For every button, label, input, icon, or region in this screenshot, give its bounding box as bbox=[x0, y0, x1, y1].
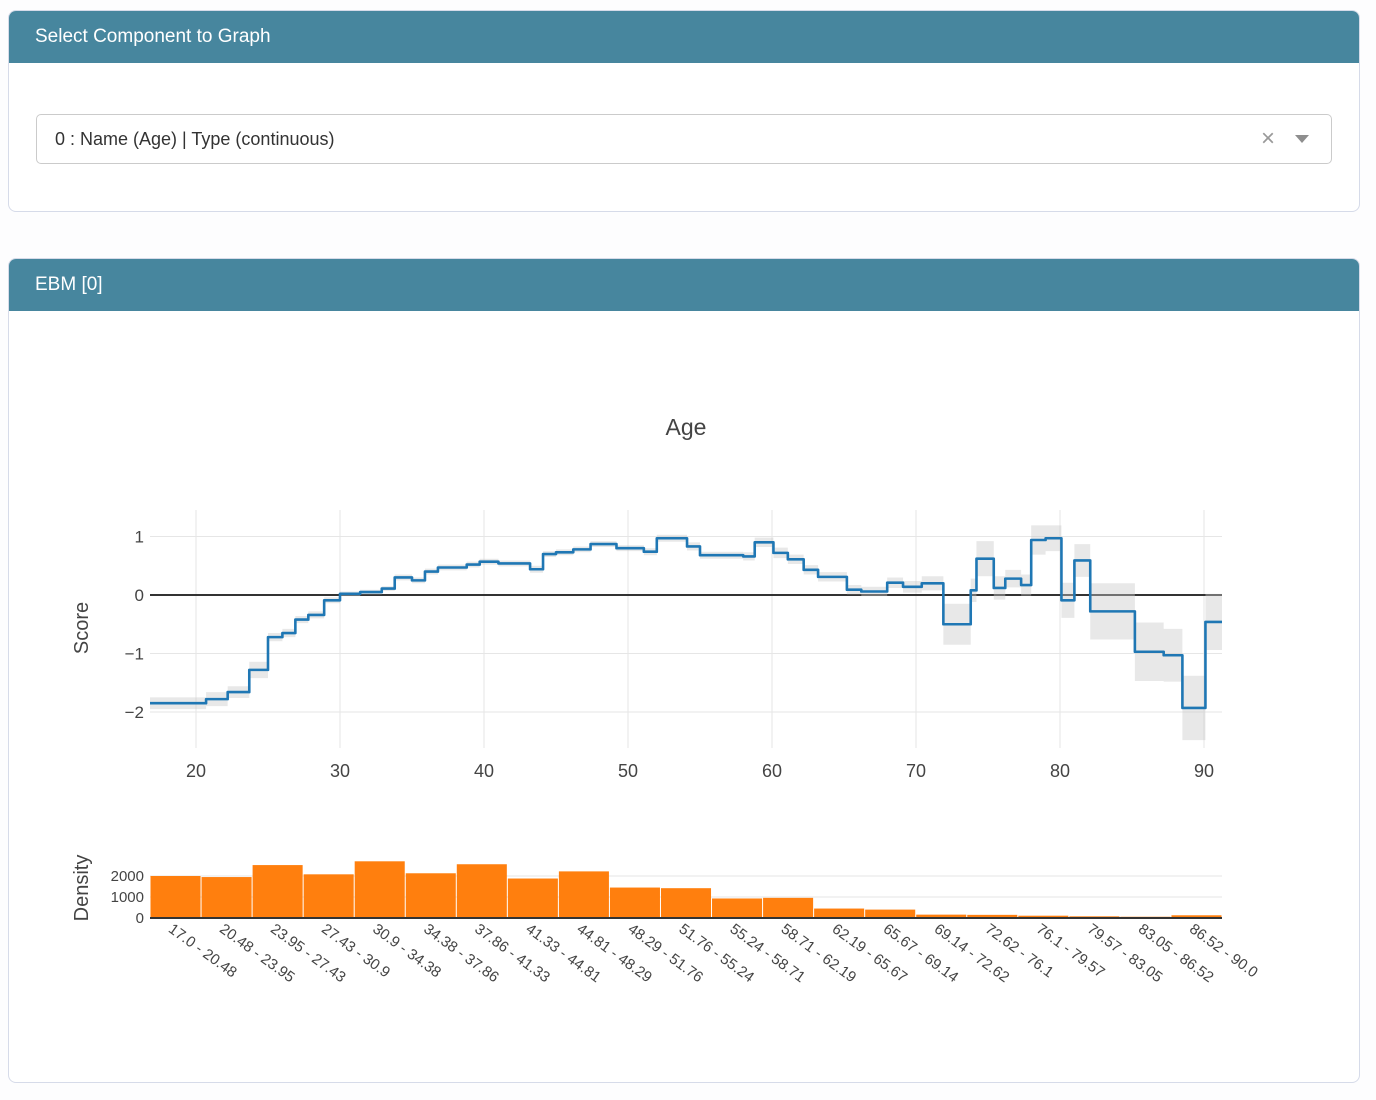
histogram-bar bbox=[150, 876, 201, 918]
density-axis-title: Density bbox=[71, 855, 93, 922]
histogram-bar bbox=[609, 887, 660, 918]
score-ytick-label: 1 bbox=[135, 528, 144, 547]
score-xtick-label: 80 bbox=[1050, 761, 1070, 781]
histogram-bar bbox=[967, 914, 1018, 918]
chart-title: Age bbox=[666, 414, 707, 440]
score-step-line bbox=[150, 536, 1222, 710]
ebm-card-body: Age 1 0 −1 −2 20 30 40 50 60 70 80 90 0 1000 2000 Score D… bbox=[9, 311, 1359, 1082]
histogram-bar bbox=[1018, 915, 1069, 918]
histogram-bar bbox=[303, 874, 354, 918]
score-xtick-label: 20 bbox=[186, 761, 206, 781]
histogram-bar bbox=[201, 877, 252, 918]
histogram-bar bbox=[252, 865, 303, 918]
histogram-bar bbox=[456, 864, 507, 918]
histogram-bar bbox=[354, 861, 405, 918]
error-band bbox=[150, 525, 1222, 741]
select-card-title: Select Component to Graph bbox=[35, 26, 271, 47]
histogram-bar bbox=[1171, 915, 1222, 918]
ebm-card-header: EBM [0] bbox=[9, 259, 1359, 311]
score-xtick-label: 90 bbox=[1194, 761, 1214, 781]
score-ytick-label: −1 bbox=[125, 645, 144, 664]
histogram-bar bbox=[660, 888, 712, 918]
histogram-bar bbox=[507, 878, 558, 918]
score-xtick-label: 30 bbox=[330, 761, 350, 781]
select-component-card: Select Component to Graph 0 : Name (Age)… bbox=[8, 10, 1360, 212]
histogram-bar bbox=[405, 873, 456, 918]
histogram-bar bbox=[916, 914, 967, 918]
score-xtick-label: 60 bbox=[762, 761, 782, 781]
score-xtick-label: 40 bbox=[474, 761, 494, 781]
histogram-bar bbox=[814, 908, 865, 918]
dropdown-controls: × bbox=[1260, 125, 1313, 152]
component-dropdown[interactable]: 0 : Name (Age) | Type (continuous) × bbox=[36, 114, 1332, 164]
histogram-bar bbox=[763, 897, 814, 918]
chevron-down-icon[interactable] bbox=[1295, 135, 1309, 143]
ebm-feature-chart[interactable]: Age 1 0 −1 −2 20 30 40 50 60 70 80 90 0 1000 2000 Score D… bbox=[9, 311, 1359, 1082]
histogram-bar bbox=[712, 898, 763, 918]
histogram-bar bbox=[558, 871, 609, 918]
ebm-card: EBM [0] Age 1 0 −1 −2 20 30 40 50 60 70 80 90 0 1000 20… bbox=[8, 258, 1360, 1083]
score-xtick-label: 50 bbox=[618, 761, 638, 781]
density-ytick-label: 1000 bbox=[111, 889, 144, 906]
clear-icon[interactable]: × bbox=[1260, 125, 1275, 152]
score-axis-title: Score bbox=[71, 602, 93, 654]
score-ytick-label: 0 bbox=[135, 586, 144, 605]
ebm-card-title: EBM [0] bbox=[35, 274, 103, 295]
density-ytick-label: 2000 bbox=[111, 868, 144, 885]
score-xtick-label: 70 bbox=[906, 761, 926, 781]
dropdown-selected-value: 0 : Name (Age) | Type (continuous) bbox=[55, 128, 335, 149]
density-ytick-label: 0 bbox=[136, 910, 144, 927]
score-ytick-label: −2 bbox=[125, 703, 144, 722]
select-card-header: Select Component to Graph bbox=[9, 11, 1359, 63]
histogram-bar bbox=[865, 909, 916, 918]
